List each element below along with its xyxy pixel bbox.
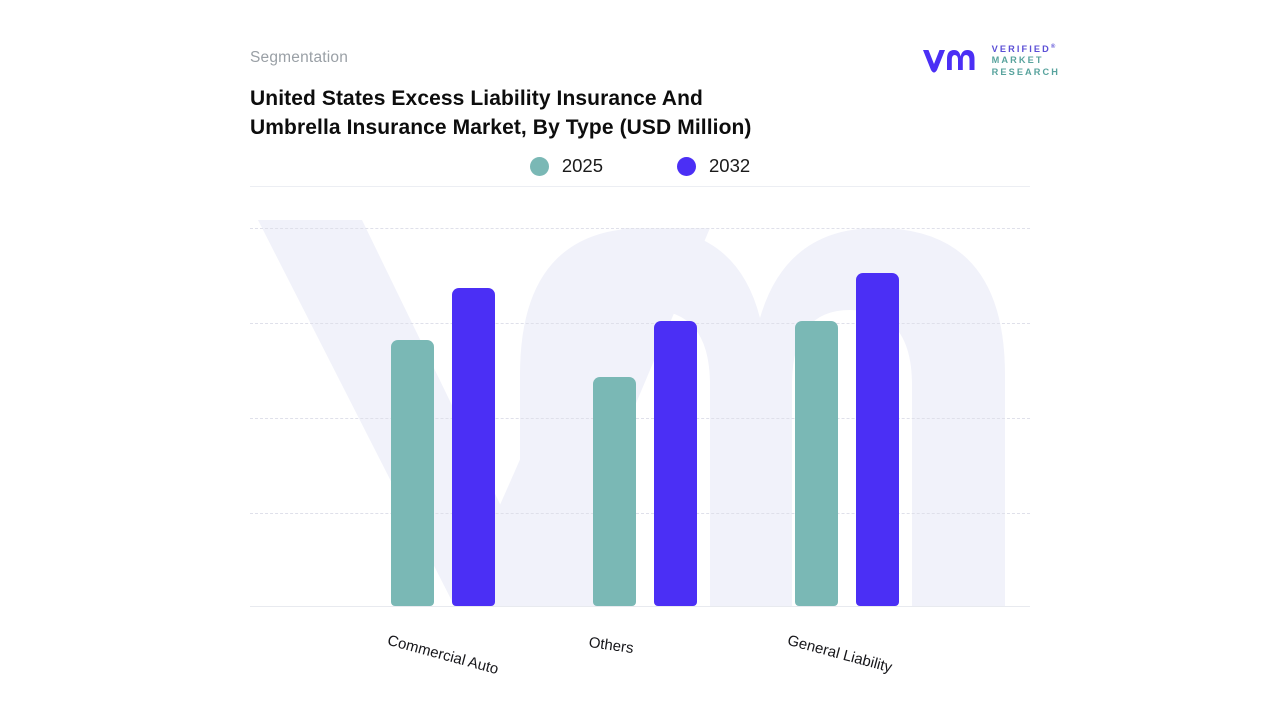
logo-word-research: RESEARCH: [991, 66, 1060, 77]
legend-swatch-icon: [677, 156, 696, 176]
header-divider: [250, 186, 1030, 187]
vm-watermark-icon: [258, 220, 1005, 607]
plot-area: [250, 190, 1030, 607]
x-axis-label-general-liability: General Liability: [785, 632, 894, 677]
x-axis-line: [250, 606, 1030, 607]
bar-commercial-auto-2025[interactable]: [391, 339, 434, 606]
x-axis-label-others: Others: [587, 634, 635, 658]
gridline: [250, 323, 1030, 324]
verified-market-research-logo: VERIFIED® MARKET RESEARCH: [921, 42, 1060, 78]
logo-word-market: MARKET: [991, 55, 1044, 66]
legend-swatch-icon: [529, 156, 549, 176]
gridline: [250, 228, 1030, 229]
segmentation-kicker: Segmentation: [250, 49, 349, 66]
bar-others-2032[interactable]: [654, 321, 697, 606]
bar-others-2025[interactable]: [593, 376, 636, 606]
bar-general-liability-2025[interactable]: [795, 321, 838, 606]
bar-commercial-auto-2032[interactable]: [452, 287, 495, 606]
registered-icon: ®: [1050, 44, 1056, 50]
gridline: [250, 418, 1030, 419]
logo-wordmark: VERIFIED® MARKET RESEARCH: [992, 42, 1060, 78]
legend-label: 2032: [709, 155, 751, 176]
title-line-1: United States Excess Liability Insurance…: [250, 87, 703, 110]
legend-label: 2025: [561, 155, 603, 176]
vm-logo-icon: [922, 50, 975, 73]
page-title: United States Excess Liability Insurance…: [250, 84, 910, 142]
gridline: [250, 513, 1030, 514]
chart-legend: 2025 2032: [250, 155, 1030, 177]
legend-item-2032[interactable]: 2032: [677, 155, 750, 177]
x-axis-labels: Commercial Auto Others General Liability: [250, 612, 1030, 702]
x-axis-label-commercial-auto: Commercial Auto: [385, 632, 501, 678]
legend-item-2025[interactable]: 2025: [529, 155, 603, 177]
logo-word-verified: VERIFIED®: [991, 44, 1056, 55]
bar-general-liability-2032[interactable]: [856, 273, 899, 606]
title-line-2: Umbrella Insurance Market, By Type (USD …: [250, 116, 752, 139]
